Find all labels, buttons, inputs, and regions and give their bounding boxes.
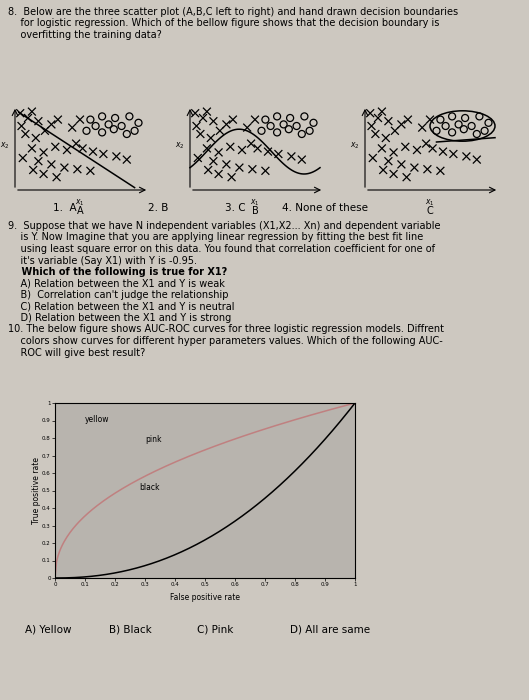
Text: B) Black: B) Black: [108, 624, 151, 634]
Text: $x_1$: $x_1$: [75, 197, 85, 207]
Text: 4. None of these: 4. None of these: [282, 203, 368, 213]
Text: C) Relation between the X1 and Y is neutral: C) Relation between the X1 and Y is neut…: [8, 302, 234, 312]
X-axis label: False positive rate: False positive rate: [170, 593, 240, 602]
Text: 1.  A: 1. A: [53, 203, 77, 213]
Text: using least square error on this data. You found that correlation coefficient fo: using least square error on this data. Y…: [8, 244, 435, 254]
Y-axis label: True positive rate: True positive rate: [32, 457, 41, 524]
Text: A: A: [77, 206, 83, 216]
Text: ROC will give best result?: ROC will give best result?: [8, 347, 145, 358]
Text: $x_2$: $x_2$: [176, 141, 185, 151]
Text: D) Relation between the X1 and Y is strong: D) Relation between the X1 and Y is stro…: [8, 313, 231, 323]
Text: C: C: [426, 206, 433, 216]
Text: A) Relation between the X1 and Y is weak: A) Relation between the X1 and Y is weak: [8, 279, 225, 288]
Text: C) Pink: C) Pink: [197, 624, 233, 634]
Text: 9.  Suppose that we have N independent variables (X1,X2... Xn) and dependent var: 9. Suppose that we have N independent va…: [8, 221, 441, 231]
Text: pink: pink: [145, 435, 161, 444]
Text: it's variable (Say X1) with Y is -0.95.: it's variable (Say X1) with Y is -0.95.: [8, 256, 197, 265]
Text: D) All are same: D) All are same: [290, 624, 370, 634]
Text: black: black: [139, 484, 160, 493]
Text: 3. C: 3. C: [225, 203, 245, 213]
Text: overfitting the training data?: overfitting the training data?: [8, 30, 162, 40]
Text: 10. The below figure shows AUC-ROC curves for three logistic regression models. : 10. The below figure shows AUC-ROC curve…: [8, 325, 444, 335]
Text: 2. B: 2. B: [148, 203, 168, 213]
Text: for logistic regression. Which of the bellow figure shows that the decision boun: for logistic regression. Which of the be…: [8, 18, 440, 29]
Text: B)  Correlation can't judge the relationship: B) Correlation can't judge the relations…: [8, 290, 229, 300]
Text: is Y. Now Imagine that you are applying linear regression by fitting the best fi: is Y. Now Imagine that you are applying …: [8, 232, 423, 242]
Text: A) Yellow: A) Yellow: [25, 624, 71, 634]
Text: $x_1$: $x_1$: [425, 197, 435, 207]
Text: $x_2$: $x_2$: [1, 141, 10, 151]
Text: yellow: yellow: [85, 415, 110, 424]
Text: $x_2$: $x_2$: [350, 141, 360, 151]
Text: B: B: [252, 206, 258, 216]
Text: colors show curves for different hyper parameters values. Which of the following: colors show curves for different hyper p…: [8, 336, 443, 346]
Text: $x_1$: $x_1$: [250, 197, 260, 207]
Text: Which of the following is true for X1?: Which of the following is true for X1?: [8, 267, 227, 277]
Text: 8.  Below are the three scatter plot (A,B,C left to right) and hand drawn decisi: 8. Below are the three scatter plot (A,B…: [8, 7, 458, 17]
